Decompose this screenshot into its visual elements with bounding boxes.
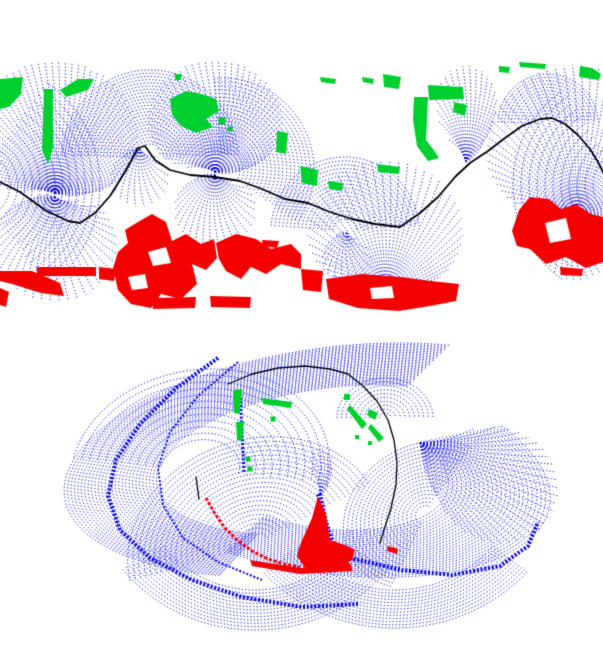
sphere-view-panel bbox=[0, 330, 603, 645]
synoptic-map-panel bbox=[0, 0, 603, 320]
